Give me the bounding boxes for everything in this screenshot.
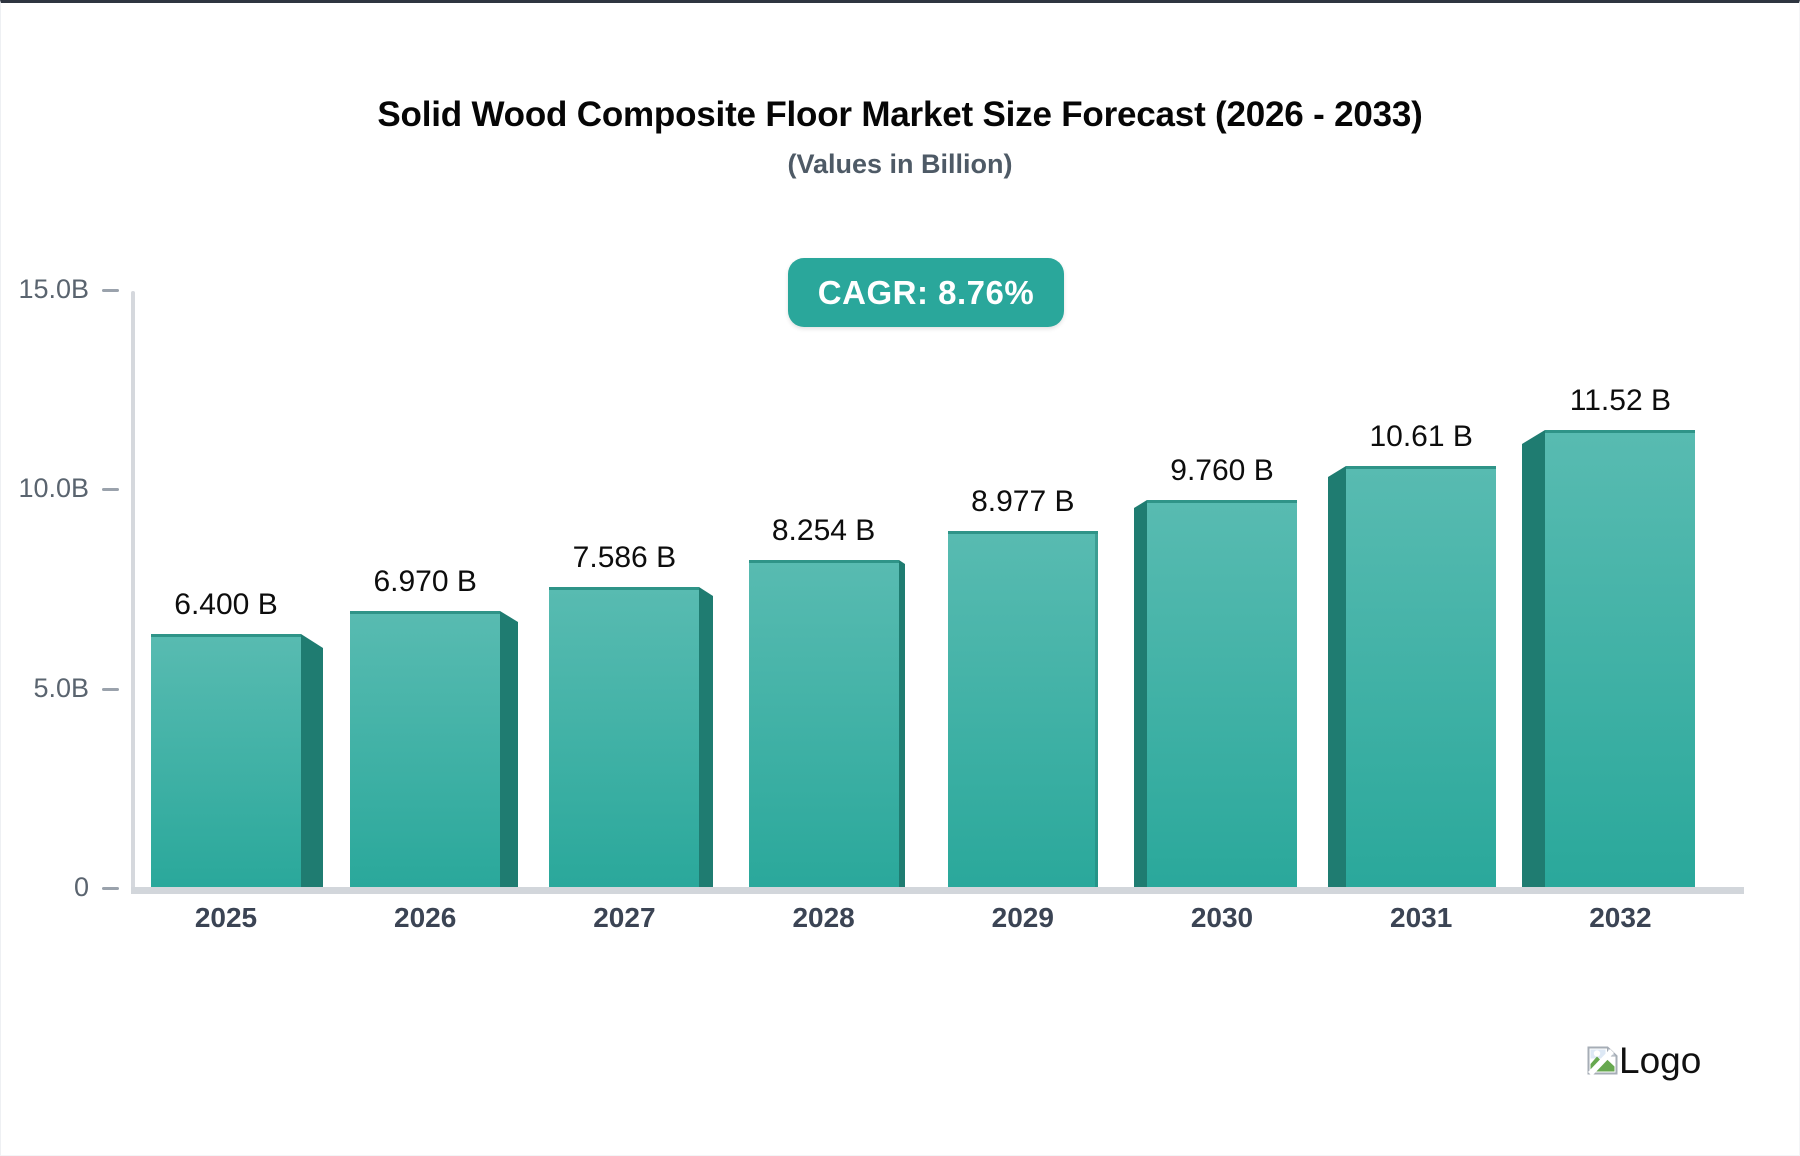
bar-value-label: 8.254 B bbox=[771, 514, 876, 547]
y-axis-tick-label: 0 bbox=[73, 872, 89, 902]
bar-value-label: 9.760 B bbox=[1170, 454, 1274, 487]
y-axis-tick-mark bbox=[102, 488, 119, 492]
chart-subtitle: (Values in Billion) bbox=[787, 149, 1013, 179]
y-axis-line bbox=[131, 291, 135, 891]
bar-side-face bbox=[1134, 500, 1147, 887]
logo: Logo bbox=[1586, 1041, 1701, 1081]
bar-value-label: 6.400 B bbox=[174, 588, 278, 621]
bar bbox=[151, 634, 301, 887]
x-axis-tick-label: 2031 bbox=[1390, 902, 1453, 933]
bar-side-face bbox=[1522, 430, 1545, 887]
y-axis-tick-label: 5.0B bbox=[33, 672, 89, 703]
y-axis-tick-label: 10.0B bbox=[18, 473, 89, 504]
y-axis-tick-mark bbox=[102, 289, 119, 293]
bar-side-face bbox=[301, 634, 323, 887]
broken-image-icon bbox=[1586, 1045, 1619, 1081]
bar-value-label: 6.970 B bbox=[373, 565, 477, 598]
bar bbox=[749, 560, 899, 887]
x-axis-tick-label: 2029 bbox=[991, 902, 1054, 933]
bar-value-label: 7.586 B bbox=[572, 541, 677, 574]
bar bbox=[549, 587, 699, 887]
bar bbox=[1147, 500, 1297, 887]
bar-side-face bbox=[699, 587, 713, 887]
bar bbox=[1545, 430, 1695, 887]
y-axis-tick-mark bbox=[102, 887, 119, 890]
y-axis-tick-mark bbox=[102, 687, 119, 691]
bar-value-label: 8.977 B bbox=[971, 485, 1075, 518]
cagr-badge: CAGR: 8.76% bbox=[788, 258, 1064, 327]
y-axis-tick-label: 15.0B bbox=[18, 274, 89, 305]
bar bbox=[948, 531, 1098, 887]
logo-alt-text: Logo bbox=[1619, 1040, 1702, 1081]
bar-value-label: 11.52 B bbox=[1569, 384, 1671, 417]
x-axis-tick-label: 2028 bbox=[792, 902, 855, 933]
x-axis-tick-label: 2032 bbox=[1589, 902, 1652, 933]
bar bbox=[350, 611, 500, 887]
bar bbox=[1346, 466, 1496, 887]
x-axis-tick-label: 2027 bbox=[593, 902, 656, 933]
bar-value-label: 10.61 B bbox=[1369, 420, 1473, 453]
bar-side-face bbox=[899, 560, 905, 887]
bar-side-face bbox=[500, 611, 518, 887]
x-axis-baseline bbox=[131, 887, 1744, 894]
x-axis-tick-label: 2025 bbox=[194, 902, 258, 933]
chart-title: Solid Wood Composite Floor Market Size F… bbox=[377, 95, 1423, 134]
bar-side-face bbox=[1328, 466, 1346, 887]
x-axis-tick-label: 2026 bbox=[394, 902, 457, 933]
x-axis-tick-label: 2030 bbox=[1190, 902, 1254, 933]
